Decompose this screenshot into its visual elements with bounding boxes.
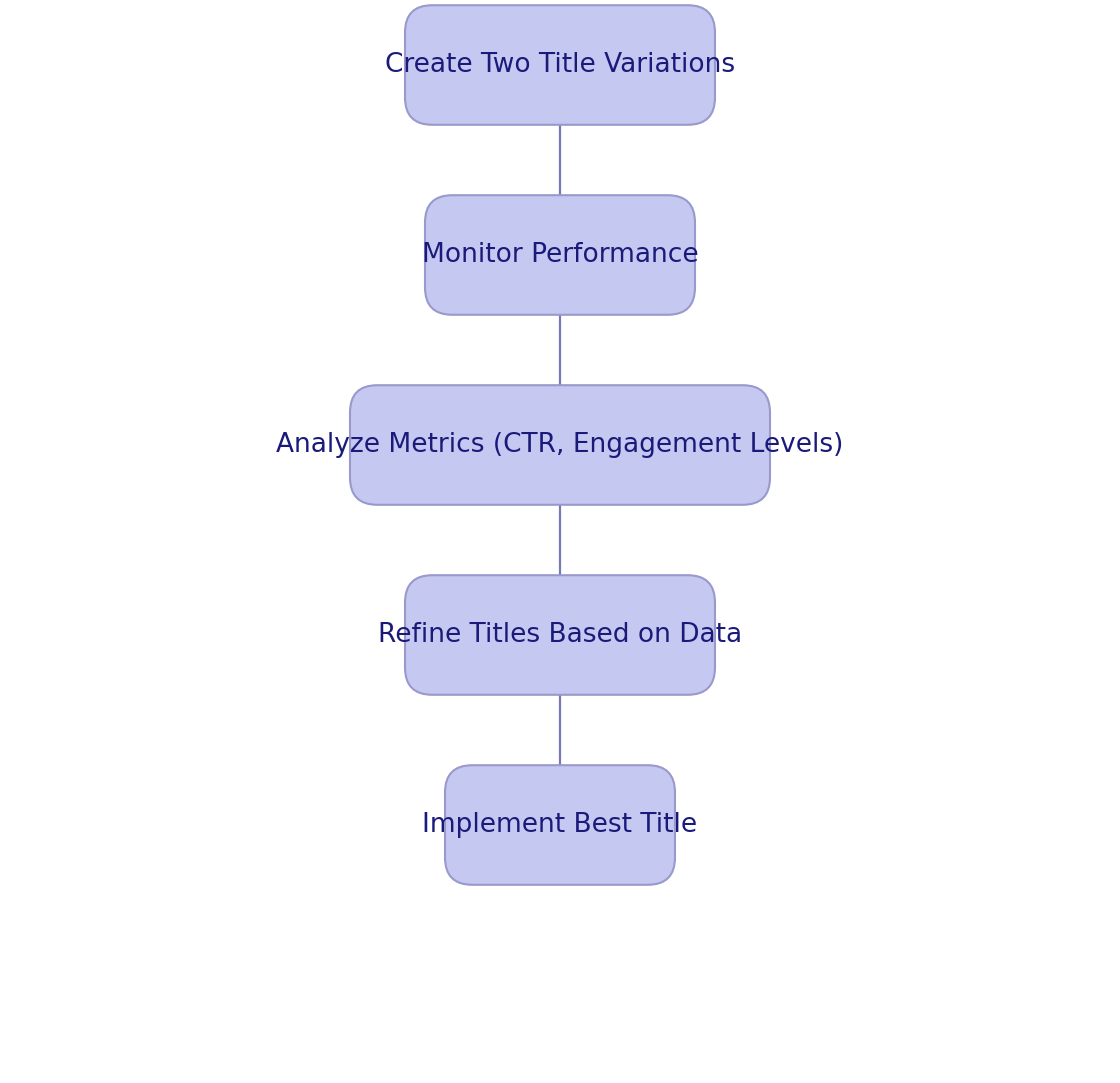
Text: Create Two Title Variations: Create Two Title Variations — [385, 52, 735, 78]
FancyBboxPatch shape — [405, 5, 715, 125]
FancyBboxPatch shape — [424, 195, 696, 315]
FancyBboxPatch shape — [349, 386, 771, 505]
FancyBboxPatch shape — [445, 766, 675, 885]
Text: Analyze Metrics (CTR, Engagement Levels): Analyze Metrics (CTR, Engagement Levels) — [277, 432, 843, 458]
Text: Monitor Performance: Monitor Performance — [422, 242, 698, 268]
Text: Refine Titles Based on Data: Refine Titles Based on Data — [377, 622, 743, 648]
Text: Implement Best Title: Implement Best Title — [422, 812, 698, 838]
FancyBboxPatch shape — [405, 575, 715, 695]
